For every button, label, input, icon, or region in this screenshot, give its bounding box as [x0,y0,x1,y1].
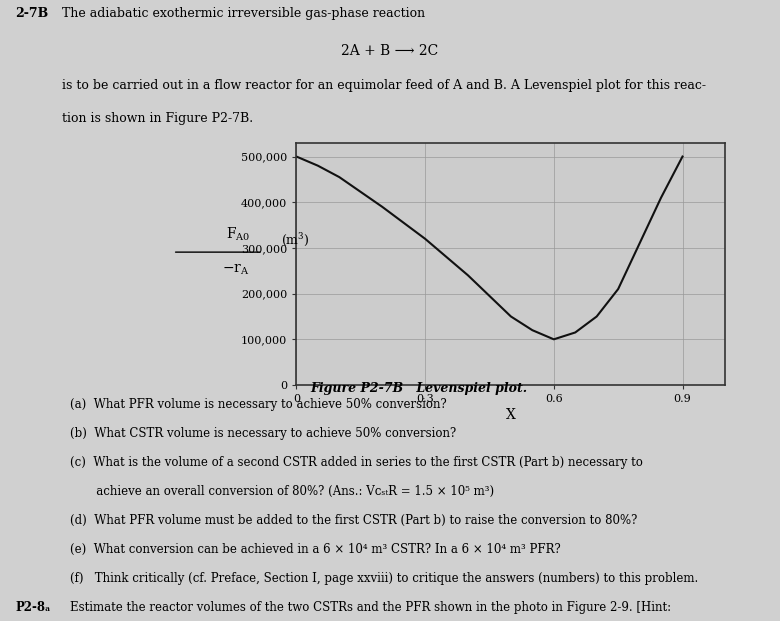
Text: achieve an overall conversion of 80%? (Ans.: VᴄₛₜR = 1.5 × 10⁵ m³): achieve an overall conversion of 80%? (A… [70,485,495,498]
Text: 2A + B ⟶ 2C: 2A + B ⟶ 2C [342,43,438,58]
Text: P2-8ₐ: P2-8ₐ [16,601,51,614]
Text: (d)  What PFR volume must be added to the first CSTR (Part b) to raise the conve: (d) What PFR volume must be added to the… [70,514,637,527]
Text: (a)  What PFR volume is necessary to achieve 50% conversion?: (a) What PFR volume is necessary to achi… [70,398,447,411]
Text: 2-7B: 2-7B [16,7,49,20]
X-axis label: X: X [506,408,516,422]
Text: (b)  What CSTR volume is necessary to achieve 50% conversion?: (b) What CSTR volume is necessary to ach… [70,427,456,440]
Text: Figure P2-7B   Levenspiel plot.: Figure P2-7B Levenspiel plot. [310,382,527,394]
Text: (e)  What conversion can be achieved in a 6 × 10⁴ m³ CSTR? In a 6 × 10⁴ m³ PFR?: (e) What conversion can be achieved in a… [70,543,561,556]
Text: tion is shown in Figure P2-7B.: tion is shown in Figure P2-7B. [62,112,254,125]
Text: (f)   Think critically (cf. Preface, Section I, page xxviii) to critique the ans: (f) Think critically (cf. Preface, Secti… [70,572,698,585]
Text: is to be carried out in a flow reactor for an equimolar feed of A and B. A Leven: is to be carried out in a flow reactor f… [62,79,707,93]
Text: Estimate the reactor volumes of the two CSTRs and the PFR shown in the photo in : Estimate the reactor volumes of the two … [70,601,672,614]
Text: (c)  What is the volume of a second CSTR added in series to the first CSTR (Part: (c) What is the volume of a second CSTR … [70,456,643,469]
Text: $\mathregular{(m^3)}$: $\mathregular{(m^3)}$ [281,232,310,248]
Text: The adiabatic exothermic irreversible gas-phase reaction: The adiabatic exothermic irreversible ga… [62,7,426,20]
Text: $\mathregular{-r_A}$: $\mathregular{-r_A}$ [222,262,250,277]
Text: $\mathregular{F_{A0}}$: $\mathregular{F_{A0}}$ [225,226,250,243]
